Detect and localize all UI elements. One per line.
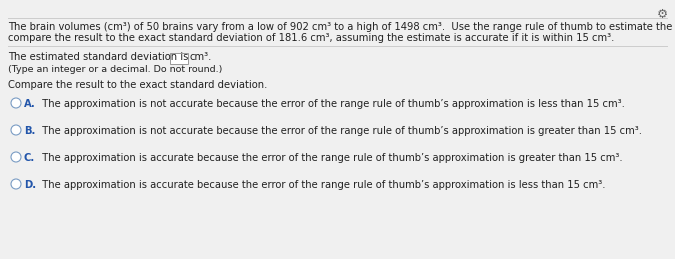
Text: The estimated standard deviation is: The estimated standard deviation is [8,52,192,62]
Text: B.: B. [24,126,35,136]
Circle shape [11,152,21,162]
Circle shape [11,125,21,135]
Text: Compare the result to the exact standard deviation.: Compare the result to the exact standard… [8,80,267,90]
FancyBboxPatch shape [170,53,188,64]
Text: A.: A. [24,99,36,109]
Text: The brain volumes (cm³) of 50 brains vary from a low of 902 cm³ to a high of 149: The brain volumes (cm³) of 50 brains var… [8,22,675,32]
Text: The approximation is not accurate because the error of the range rule of thumb’s: The approximation is not accurate becaus… [36,126,642,136]
Text: The approximation is not accurate because the error of the range rule of thumb’s: The approximation is not accurate becaus… [36,99,625,109]
Text: ⚙: ⚙ [656,8,668,21]
Text: compare the result to the exact standard deviation of 181.6 cm³, assuming the es: compare the result to the exact standard… [8,33,614,43]
Text: D.: D. [24,180,36,190]
Text: (Type an integer or a decimal. Do not round.): (Type an integer or a decimal. Do not ro… [8,65,222,74]
Text: cm³.: cm³. [190,52,213,62]
Text: C.: C. [24,153,35,163]
Circle shape [11,179,21,189]
Text: The approximation is accurate because the error of the range rule of thumb’s app: The approximation is accurate because th… [36,153,622,163]
Text: The approximation is accurate because the error of the range rule of thumb’s app: The approximation is accurate because th… [36,180,605,190]
Circle shape [11,98,21,108]
